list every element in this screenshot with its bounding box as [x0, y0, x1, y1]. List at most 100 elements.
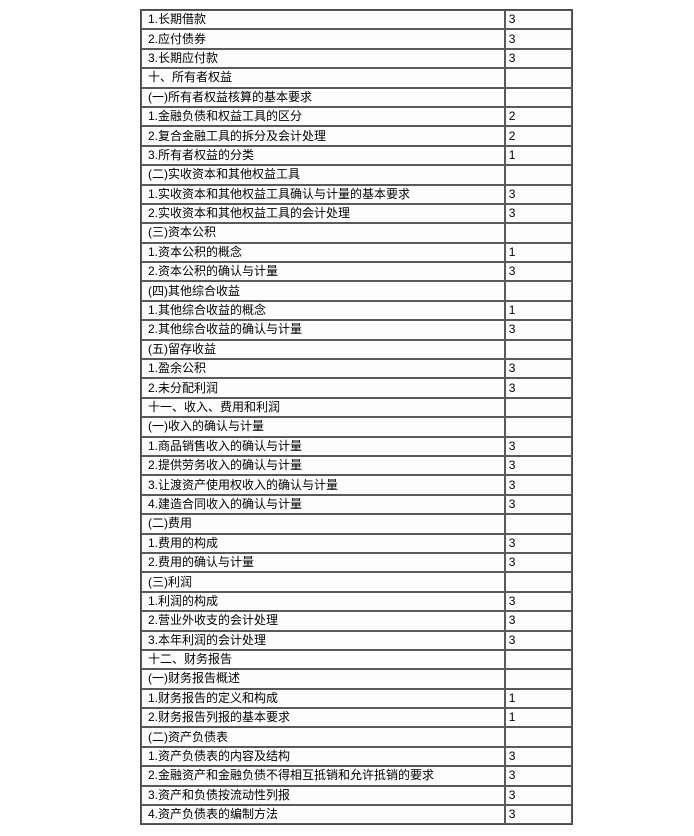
topic-cell-item: 3.本年利润的会计处理	[141, 630, 505, 650]
table-row: 2.其他综合收益的确认与计量 3	[141, 320, 572, 340]
table-row: 十二、财务报告	[141, 649, 572, 670]
table-row: 2.未分配利润 3	[141, 378, 572, 398]
level-cell: 3	[504, 494, 572, 515]
table-row: 2.金融资产和金融负债不得相互抵销和允许抵销的要求 3	[141, 766, 572, 786]
table-row: 1.其他综合收益的概念 1	[141, 300, 572, 321]
level-cell	[504, 417, 572, 437]
topic-cell-item: 2.费用的确认与计量	[141, 552, 505, 573]
level-cell: 3	[504, 262, 572, 282]
topic-cell-item: 2.提供劳务收入的确认与计量	[141, 455, 505, 476]
topic-cell-item: 2.应付债券	[141, 29, 505, 49]
level-cell: 2	[504, 126, 572, 146]
topic-cell-item: 2.复合金融工具的拆分及会计处理	[141, 126, 505, 146]
accounting-syllabus-table: 1.长期借款 3 2.应付债券 3 3.长期应付款 3 十、所有者权益 (一)所有者权益核算的…	[140, 9, 573, 826]
topic-cell-item: 1.长期借款	[141, 10, 505, 30]
topic-cell-section: (四)其他综合收益	[141, 281, 505, 301]
topic-cell-item: 4.建造合同收入的确认与计量	[141, 494, 505, 515]
topic-cell-item: 3.长期应付款	[141, 48, 505, 69]
table-row: 2.费用的确认与计量 3	[141, 552, 572, 573]
topic-cell-item: 2.营业外收支的会计处理	[141, 611, 505, 631]
table-row: 2.应付债券 3	[141, 29, 572, 49]
topic-cell-item: 1.资本公积的概念	[141, 242, 505, 263]
level-cell: 3	[504, 475, 572, 495]
table-row: 2.营业外收支的会计处理 3	[141, 611, 572, 631]
level-cell: 1	[504, 708, 572, 728]
level-cell: 3	[504, 184, 572, 204]
topic-cell-item: 2.金融资产和金融负债不得相互抵销和允许抵销的要求	[141, 766, 505, 786]
table-row: 1.资产负债表的内容及结构 3	[141, 746, 572, 767]
topic-cell-section: (五)留存收益	[141, 339, 505, 360]
table-row: 4.建造合同收入的确认与计量 3	[141, 494, 572, 515]
level-cell: 3	[504, 359, 572, 379]
table-row: 3.长期应付款 3	[141, 48, 572, 69]
topic-cell-section: (二)实收资本和其他权益工具	[141, 165, 505, 185]
table-row: 1.盈余公积 3	[141, 359, 572, 379]
table-row: (四)其他综合收益	[141, 281, 572, 301]
table-row: 2.实收资本和其他权益工具的会计处理 3	[141, 203, 572, 224]
table-row: 2.复合金融工具的拆分及会计处理 2	[141, 126, 572, 146]
level-cell: 3	[504, 48, 572, 69]
level-cell: 1	[504, 688, 572, 709]
level-cell: 1	[504, 242, 572, 263]
level-cell: 3	[504, 552, 572, 573]
topic-cell-item: 2.财务报告列报的基本要求	[141, 708, 505, 728]
table-row: 十、所有者权益	[141, 68, 572, 88]
level-cell: 1	[504, 145, 572, 166]
level-cell: 3	[504, 29, 572, 49]
level-cell: 3	[504, 203, 572, 224]
level-cell	[504, 727, 572, 747]
level-cell	[504, 397, 572, 418]
topic-cell-section: (一)财务报告概述	[141, 669, 505, 689]
topic-cell-section: (一)收入的确认与计量	[141, 417, 505, 437]
table-row: 1.利润的构成 3	[141, 591, 572, 612]
level-cell	[504, 165, 572, 185]
topic-cell-item: 2.实收资本和其他权益工具的会计处理	[141, 203, 505, 224]
topic-cell-item: 1.利润的构成	[141, 591, 505, 612]
level-cell	[504, 68, 572, 88]
level-cell	[504, 339, 572, 360]
table-row: (一)收入的确认与计量	[141, 417, 572, 437]
table-row: 2.财务报告列报的基本要求 1	[141, 708, 572, 728]
topic-cell-section: (三)资本公积	[141, 223, 505, 243]
table-row: (五)留存收益	[141, 339, 572, 360]
level-cell: 3	[504, 785, 572, 806]
table-row: 3.所有者权益的分类 1	[141, 145, 572, 166]
table-row: 1.商品销售收入的确认与计量 3	[141, 436, 572, 456]
topic-cell-item: 1.其他综合收益的概念	[141, 300, 505, 321]
table-row: (二)实收资本和其他权益工具	[141, 165, 572, 185]
table-row: 2.提供劳务收入的确认与计量 3	[141, 455, 572, 476]
topic-cell-section: (一)所有者权益核算的基本要求	[141, 87, 505, 107]
level-cell	[504, 514, 572, 534]
level-cell: 3	[504, 746, 572, 767]
table-row: (二)资产负债表	[141, 727, 572, 747]
topic-cell-item: 1.资产负债表的内容及结构	[141, 746, 505, 767]
level-cell: 2	[504, 106, 572, 127]
level-cell: 1	[504, 300, 572, 321]
topic-cell-section: (二)资产负债表	[141, 727, 505, 747]
level-cell	[504, 87, 572, 107]
table-row: 3.资产和负债按流动性列报 3	[141, 785, 572, 806]
topic-cell-section: (二)费用	[141, 514, 505, 534]
topic-cell-item: 2.其他综合收益的确认与计量	[141, 320, 505, 340]
table-row: (三)利润	[141, 572, 572, 592]
table-row: 1.费用的构成 3	[141, 533, 572, 553]
topic-cell-item: 3.所有者权益的分类	[141, 145, 505, 166]
table-row: 3.让渡资产使用权收入的确认与计量 3	[141, 475, 572, 495]
table-row: 2.资本公积的确认与计量 3	[141, 262, 572, 282]
level-cell: 3	[504, 591, 572, 612]
level-cell: 3	[504, 320, 572, 340]
topic-cell-chapter: 十一、收入、费用和利润	[141, 397, 505, 418]
table-row: 1.资本公积的概念 1	[141, 242, 572, 263]
topic-cell-item: 1.财务报告的定义和构成	[141, 688, 505, 709]
level-cell	[504, 669, 572, 689]
level-cell	[504, 223, 572, 243]
topic-cell-item: 2.资本公积的确认与计量	[141, 262, 505, 282]
topic-cell-item: 3.资产和负债按流动性列报	[141, 785, 505, 806]
table-row: 4.资产负债表的编制方法 3	[141, 805, 572, 825]
level-cell: 3	[504, 630, 572, 650]
level-cell: 3	[504, 611, 572, 631]
table-row: 1.金融负债和权益工具的区分 2	[141, 106, 572, 127]
table-row: (一)所有者权益核算的基本要求	[141, 87, 572, 107]
table-row: 1.实收资本和其他权益工具确认与计量的基本要求 3	[141, 184, 572, 204]
level-cell: 3	[504, 533, 572, 553]
